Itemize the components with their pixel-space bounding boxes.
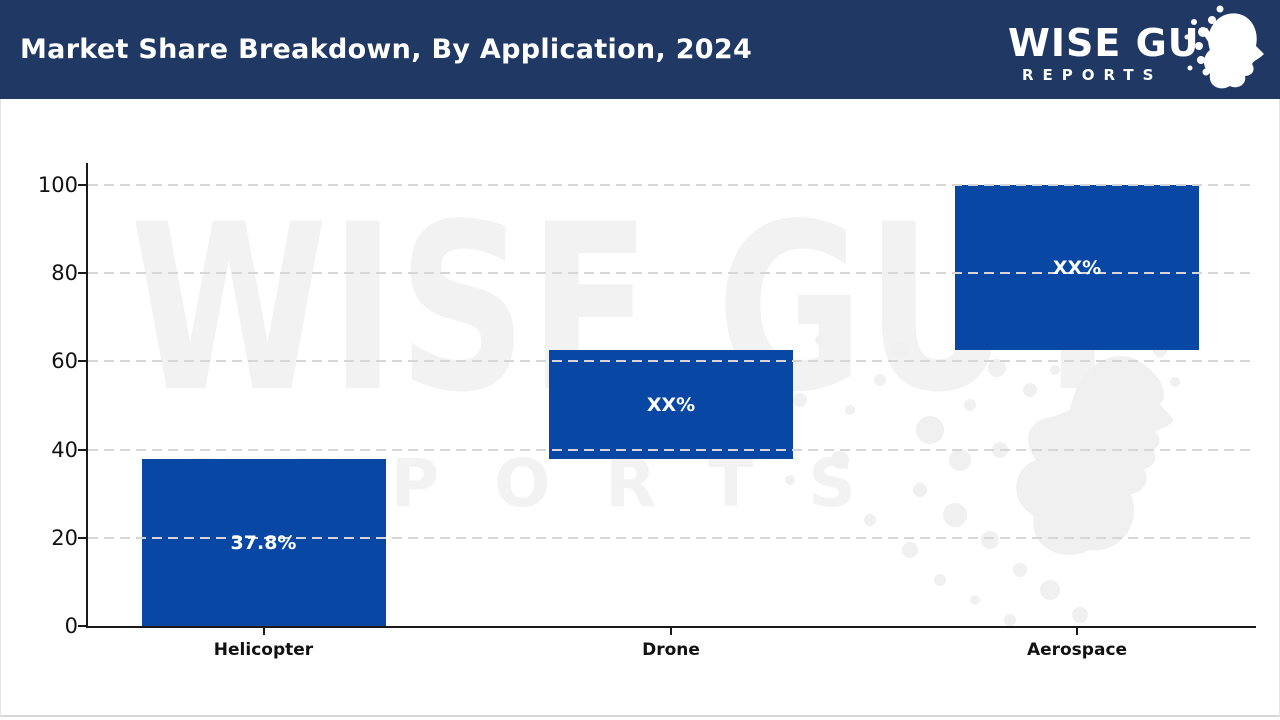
bottom-divider: [0, 715, 1280, 717]
gridline-100: [88, 184, 1256, 186]
x-axis-spine: [86, 626, 1256, 628]
y-tick-mark: [78, 360, 86, 363]
y-tick-mark: [78, 272, 86, 275]
category-label-helicopter: Helicopter: [213, 640, 314, 660]
gridline-80: [88, 272, 1256, 275]
bar-drone: [549, 350, 793, 460]
x-tick-mark: [262, 628, 265, 635]
logo-line1-text: WISE GUY: [1008, 21, 1228, 65]
brand-logo: WISE GUY REPORTS: [1006, 4, 1264, 96]
bar-helicopter: [141, 459, 386, 626]
wise-guy-logo-graphic: WISE GUY REPORTS: [1008, 5, 1264, 88]
gridline-60: [88, 360, 1256, 363]
gridline-40: [88, 448, 1256, 451]
logo-face-icon: [1184, 5, 1264, 88]
bar-aerospace: [955, 185, 1199, 351]
y-axis-spine: [86, 163, 88, 628]
x-tick-mark: [670, 628, 672, 635]
header-bar: Market Share Breakdown, By Application, …: [0, 0, 1280, 99]
y-tick-mark: [78, 536, 86, 539]
bar-value-label: 37.8%: [230, 531, 297, 554]
y-tick-label: 20: [51, 525, 78, 550]
logo-line2-text: REPORTS: [1022, 66, 1162, 84]
page-title: Market Share Breakdown, By Application, …: [20, 34, 753, 65]
y-tick-mark: [78, 625, 86, 627]
category-label-aerospace: Aerospace: [1026, 640, 1128, 660]
bar-value-label: XX%: [1052, 256, 1102, 279]
y-tick-label: 0: [64, 614, 78, 638]
y-tick-mark: [78, 448, 86, 451]
x-tick-mark: [1076, 628, 1078, 635]
category-label-drone: Drone: [642, 640, 700, 660]
gridline-20: [88, 536, 1256, 539]
left-divider: [0, 99, 1, 717]
y-tick-label: 40: [51, 437, 78, 462]
y-tick-label: 60: [51, 349, 78, 374]
y-tick-mark: [78, 184, 86, 186]
y-tick-label: 80: [51, 261, 78, 286]
y-tick-label: 100: [37, 173, 78, 197]
bar-value-label: XX%: [646, 393, 696, 416]
